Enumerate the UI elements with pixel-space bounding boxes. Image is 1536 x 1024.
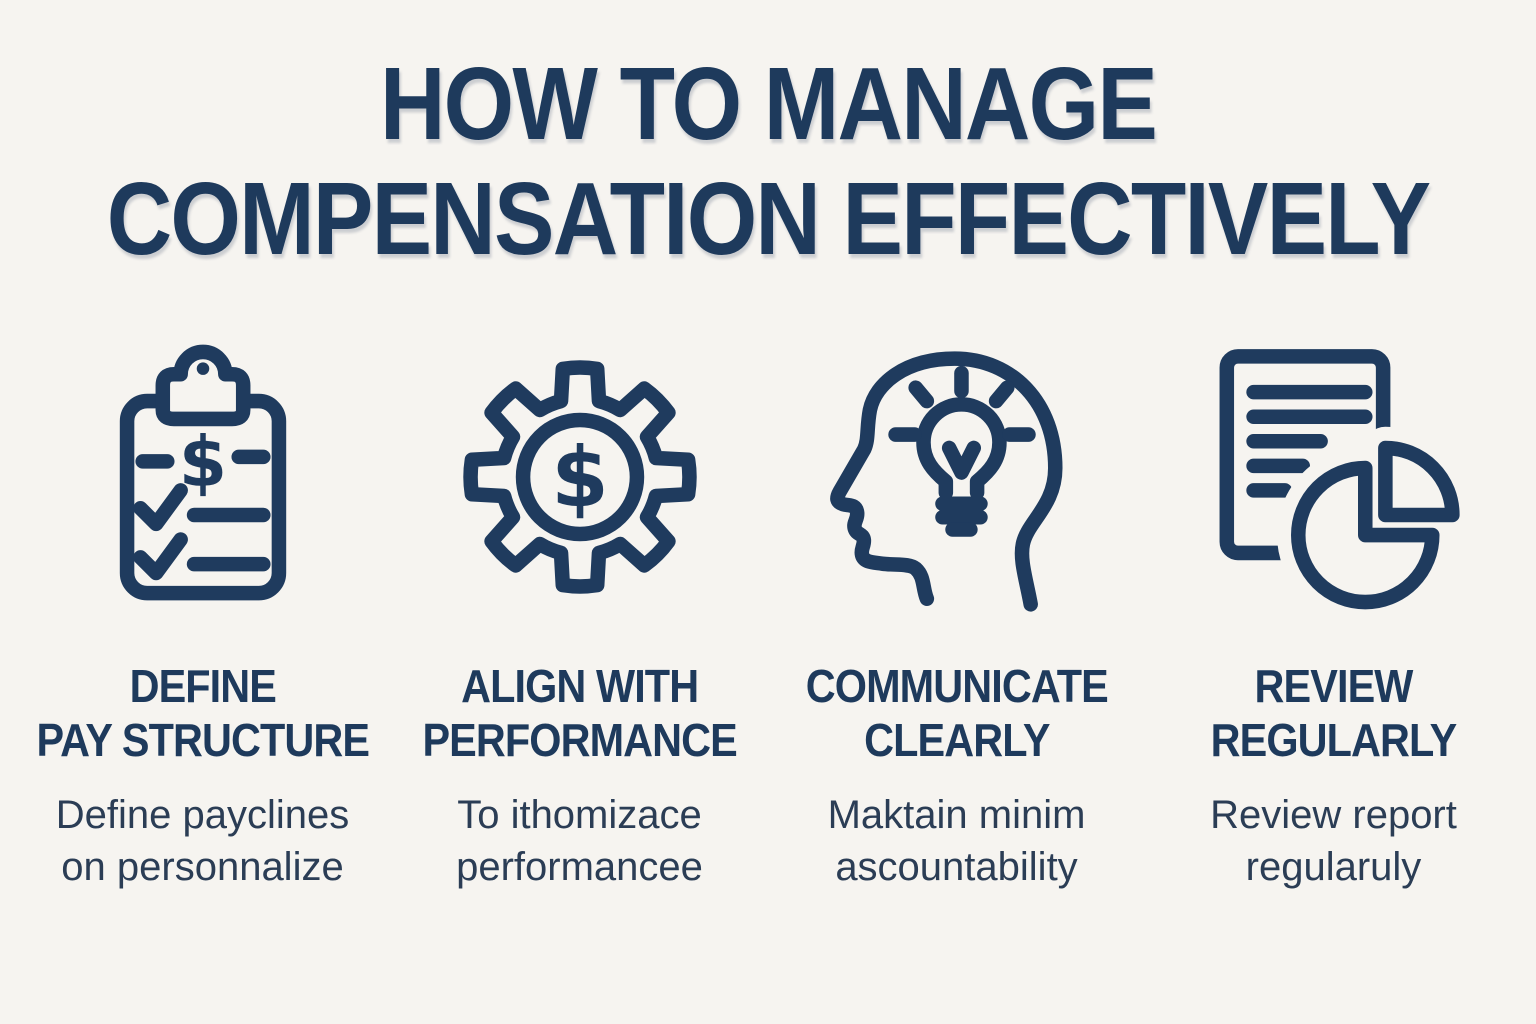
svg-text:$: $ <box>551 430 609 526</box>
column-heading: ALIGN WITH PERFORMANCE <box>422 659 737 766</box>
column-description: Define payclines on personnalize <box>55 793 350 890</box>
column-description: Maktain minim ascountability <box>827 793 1086 890</box>
head-lightbulb-icon <box>823 335 1091 619</box>
document-pie-chart-icon <box>1200 335 1474 623</box>
column-heading: REVIEW REGULARLY <box>1210 659 1458 766</box>
columns-row: $ DEFINE PAY STRUCTURE Define payclines … <box>0 335 1536 894</box>
column-communicate-clearly: COMMUNICATE CLEARLY Maktain minim ascoun… <box>768 335 1145 894</box>
gear-outline <box>462 360 697 594</box>
column-review-regularly: REVIEW REGULARLY Review report regularul… <box>1145 335 1522 894</box>
column-define-pay-structure: $ DEFINE PAY STRUCTURE Define payclines … <box>14 335 391 894</box>
column-description: To ithomizace performancee <box>456 793 703 890</box>
clipboard-dollar-checklist-icon: $ <box>69 335 337 619</box>
gear-dollar-icon: $ <box>446 335 714 619</box>
column-description: Review report regularuly <box>1210 793 1457 890</box>
column-heading: DEFINE PAY STRUCTURE <box>36 659 370 766</box>
column-align-with-performance: $ ALIGN WITH PERFORMANCE To ithomizace p… <box>391 335 768 894</box>
title-line-1: HOW TO MANAGE <box>379 46 1158 161</box>
infographic-title: HOW TO MANAGE COMPENSATION EFFECTIVELY <box>0 0 1536 277</box>
column-heading: COMMUNICATE CLEARLY <box>805 659 1108 766</box>
title-line-2: COMPENSATION EFFECTIVELY <box>106 161 1431 277</box>
